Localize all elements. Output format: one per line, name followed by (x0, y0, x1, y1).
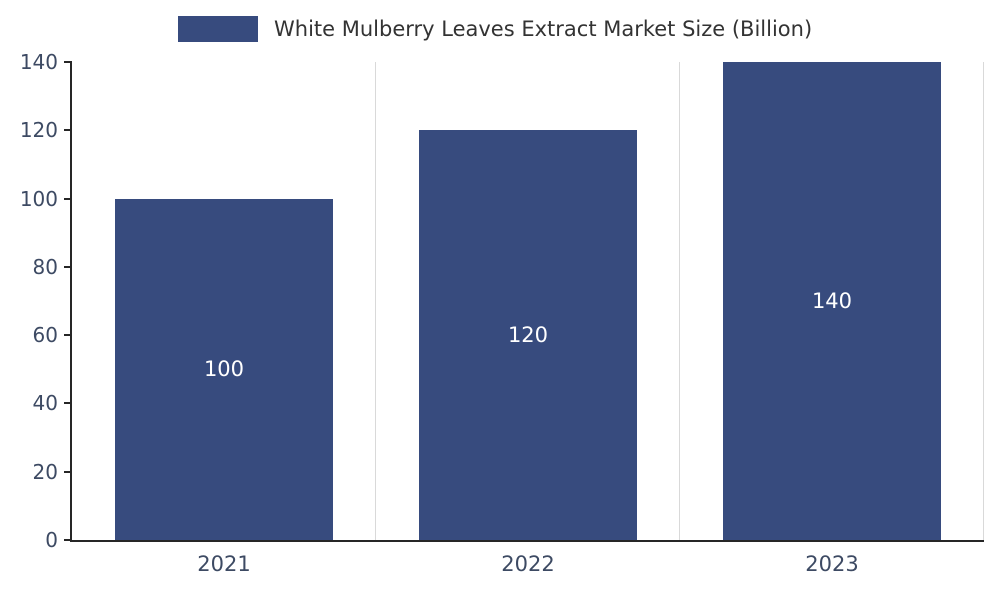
bar-value-label: 100 (203, 357, 245, 382)
y-tick-label: 40 (32, 391, 58, 416)
y-tick-label: 100 (19, 186, 58, 211)
y-tick-mark (64, 402, 72, 405)
y-tick-label: 60 (32, 323, 58, 348)
y-tick-mark (64, 61, 72, 63)
y-tick-label: 140 (19, 50, 58, 74)
bar-2021: 100 (114, 198, 334, 540)
x-tick-label: 2021 (197, 552, 251, 576)
gridline (374, 62, 376, 540)
bar-value-label: 120 (507, 323, 549, 348)
y-tick-mark (64, 334, 72, 337)
y-tick-mark (64, 197, 72, 200)
y-tick-mark (64, 539, 72, 541)
legend-label: White Mulberry Leaves Extract Market Siz… (274, 17, 813, 41)
chart-legend: White Mulberry Leaves Extract Market Siz… (178, 16, 812, 42)
y-tick-mark (64, 129, 72, 132)
y-tick-mark (64, 265, 72, 268)
bar-2023: 140 (722, 62, 942, 540)
y-tick-mark (64, 470, 72, 473)
plot-area: 100 120 140 0 20 40 60 80 100 120 140 2021 2022 202… (20, 50, 984, 576)
y-tick-label: 0 (45, 528, 58, 552)
x-tick-label: 2023 (805, 552, 859, 576)
legend-swatch (178, 16, 258, 42)
bar-2022: 120 (418, 130, 638, 540)
gridline (983, 62, 984, 540)
x-tick-label: 2022 (501, 552, 555, 576)
y-tick-label: 80 (32, 254, 58, 279)
y-tick-label: 120 (19, 118, 58, 143)
gridline (678, 62, 680, 540)
bar-value-label: 140 (811, 289, 853, 313)
y-tick-label: 20 (32, 459, 58, 484)
